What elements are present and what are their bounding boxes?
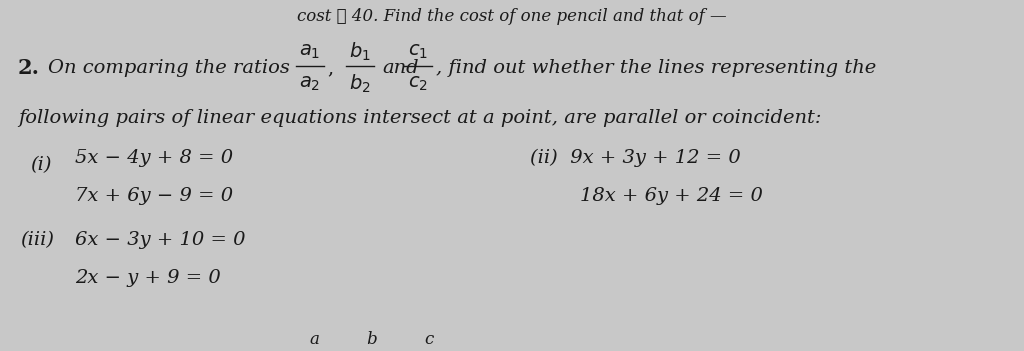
Text: cost ≲ 40. Find the cost of one pencil and that of —: cost ≲ 40. Find the cost of one pencil a…	[297, 8, 727, 25]
Text: $c_2$: $c_2$	[408, 75, 428, 93]
Text: (iii): (iii)	[20, 231, 54, 249]
Text: On comparing the ratios: On comparing the ratios	[48, 59, 290, 77]
Text: $b_1$: $b_1$	[349, 41, 371, 63]
Text: a         b         c: a b c	[310, 331, 434, 349]
Text: $a_1$: $a_1$	[299, 43, 321, 61]
Text: 2.: 2.	[18, 58, 40, 78]
Text: ,: ,	[327, 59, 333, 77]
Text: 7x + 6y − 9 = 0: 7x + 6y − 9 = 0	[75, 187, 233, 205]
Text: 2x − y + 9 = 0: 2x − y + 9 = 0	[75, 269, 221, 287]
Text: 5x − 4y + 8 = 0: 5x − 4y + 8 = 0	[75, 149, 233, 167]
Text: and: and	[382, 59, 419, 77]
Text: 6x − 3y + 10 = 0: 6x − 3y + 10 = 0	[75, 231, 246, 249]
Text: , find out whether the lines representing the: , find out whether the lines representin…	[436, 59, 877, 77]
Text: $b_2$: $b_2$	[349, 73, 371, 95]
Text: following pairs of linear equations intersect at a point, are parallel or coinci: following pairs of linear equations inte…	[18, 109, 821, 127]
Text: $a_2$: $a_2$	[299, 75, 321, 93]
Text: 18x + 6y + 24 = 0: 18x + 6y + 24 = 0	[580, 187, 763, 205]
Text: (i): (i)	[30, 156, 51, 174]
Text: $c_1$: $c_1$	[408, 43, 428, 61]
Text: (ii)  9x + 3y + 12 = 0: (ii) 9x + 3y + 12 = 0	[530, 149, 740, 167]
